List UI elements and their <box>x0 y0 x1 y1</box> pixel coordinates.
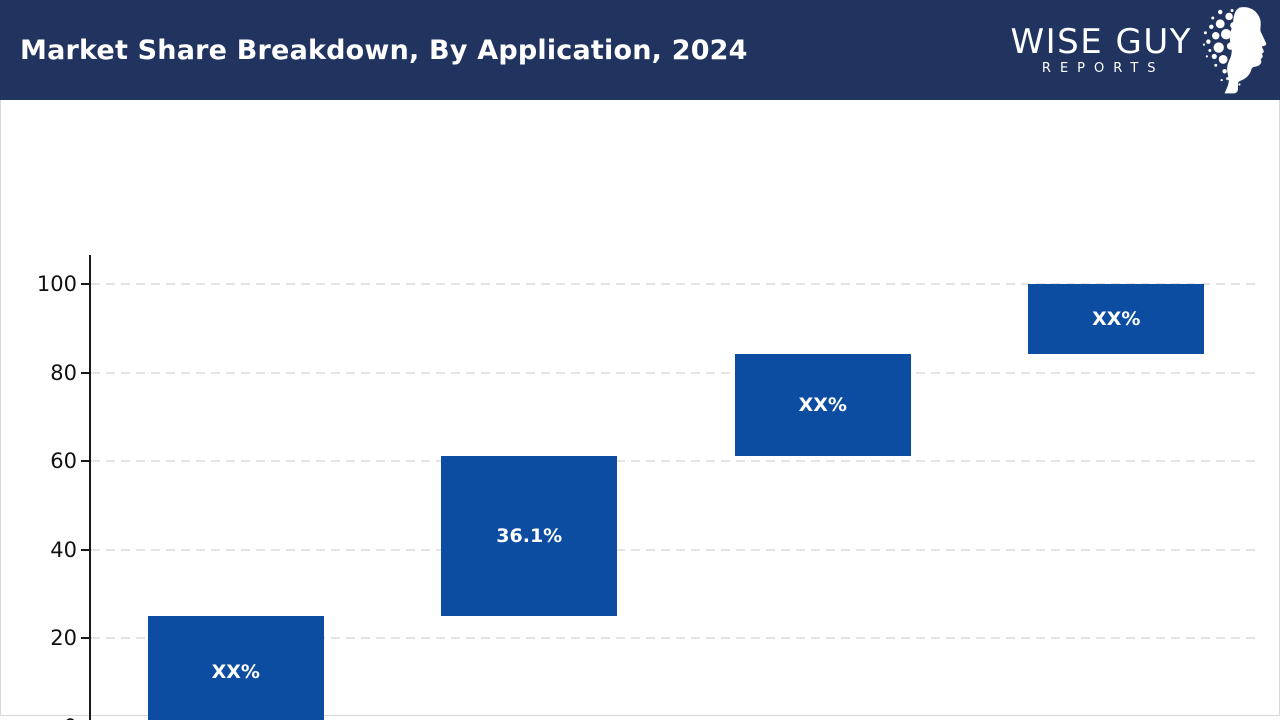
gridline <box>91 371 1261 374</box>
bar-value-label: XX% <box>1092 308 1141 331</box>
y-axis <box>89 255 91 720</box>
bar-value-label: 36.1% <box>496 525 563 548</box>
bar: XX% <box>734 354 911 457</box>
y-tick-label: 60 <box>50 449 77 474</box>
logo-subtitle: REPORTS <box>1041 61 1165 76</box>
y-tick <box>81 283 89 285</box>
header-bar: Market Share Breakdown, By Application, … <box>0 0 1280 100</box>
y-tick-label: 0 <box>25 716 77 720</box>
dotted-head-icon <box>1198 6 1272 95</box>
plot-area: 020406080100XX%Photography36.1%Videograp… <box>37 255 1263 720</box>
bar: XX% <box>147 616 324 720</box>
y-tick-label: 100 <box>36 272 77 296</box>
bar-value-label: XX% <box>211 660 260 683</box>
y-tick <box>81 371 89 374</box>
gridline <box>91 548 1261 551</box>
gridline <box>91 460 1261 463</box>
y-tick-label: 40 <box>50 537 77 562</box>
bar: 36.1% <box>441 456 618 617</box>
bar: XX% <box>1028 284 1205 355</box>
page-title: Market Share Breakdown, By Application, … <box>20 34 748 66</box>
y-tick-label: 80 <box>50 360 77 385</box>
y-tick <box>81 460 89 463</box>
gridline <box>91 283 1261 285</box>
bar-value-label: XX% <box>798 394 847 417</box>
wise-guy-reports-logo: WISE GUY REPORTS <box>1010 6 1280 95</box>
gridline <box>91 637 1261 640</box>
y-tick <box>81 637 89 640</box>
y-tick-label: 20 <box>50 626 77 651</box>
logo-text: WISE GUY REPORTS <box>1010 25 1192 75</box>
y-tick <box>81 548 89 551</box>
chart-card: 020406080100XX%Photography36.1%Videograp… <box>0 100 1280 720</box>
logo-wordmark: WISE GUY <box>1010 22 1192 62</box>
